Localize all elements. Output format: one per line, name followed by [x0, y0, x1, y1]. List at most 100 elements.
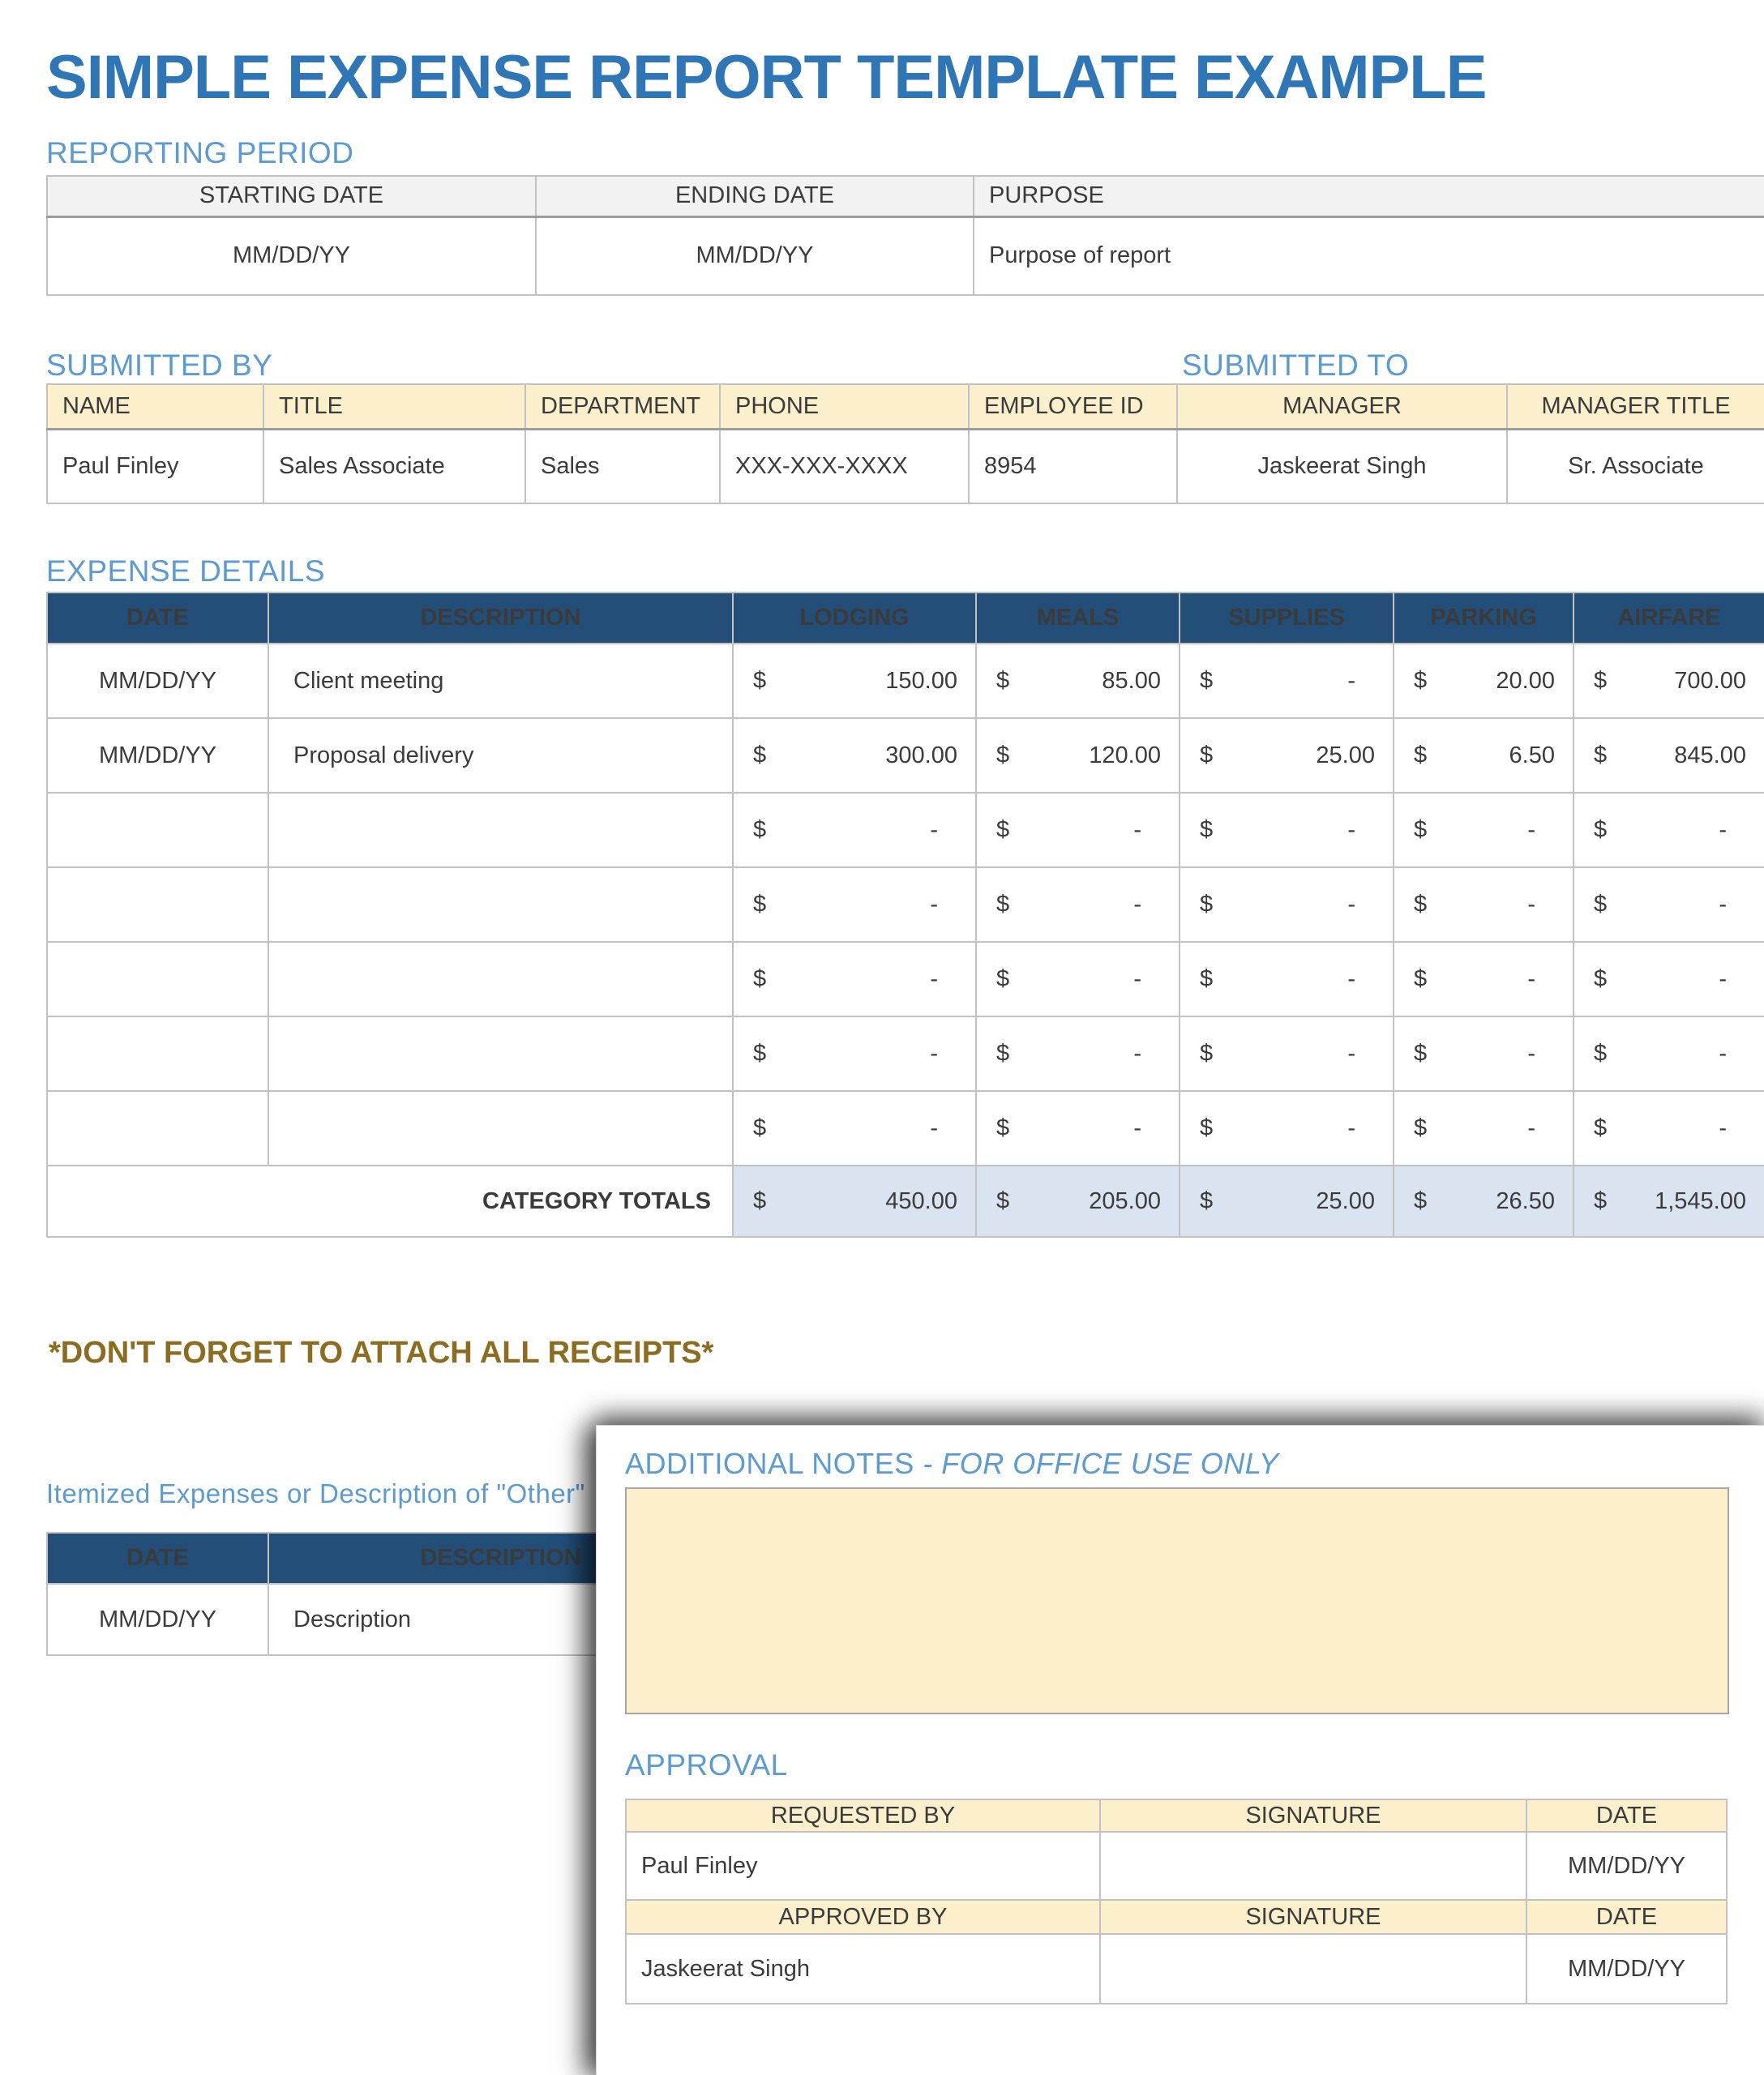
date-cell[interactable]: MM/DD/YY [46, 643, 269, 719]
supplies-cell[interactable]: $ - [1179, 643, 1394, 719]
meals-cell[interactable]: $120.00 [975, 717, 1180, 794]
title-cell[interactable]: Sales Associate [263, 428, 526, 504]
manager-title-cell[interactable]: Sr. Associate [1506, 428, 1764, 504]
submitted-table: NAME TITLE DEPARTMENT PHONE EMPLOYEE ID … [46, 383, 1764, 504]
lodging-cell[interactable]: $ - [732, 1016, 977, 1092]
parking-cell[interactable]: $ - [1393, 1016, 1574, 1092]
additional-notes-input-area[interactable] [625, 1487, 1729, 1714]
parking-total-cell: $26.50 [1393, 1165, 1574, 1238]
lodging-cell[interactable]: $150.00 [732, 643, 977, 719]
currency-symbol: $ [1200, 742, 1214, 768]
approved-signature-cell[interactable] [1099, 1933, 1527, 2004]
supplies-cell[interactable]: $ - [1179, 866, 1394, 943]
parking-cell[interactable]: $ - [1393, 1090, 1574, 1166]
airfare-cell[interactable]: $ - [1573, 866, 1764, 943]
parking-cell[interactable]: $ - [1393, 866, 1574, 943]
description-cell[interactable] [268, 866, 734, 943]
lodging-total-cell: $450.00 [732, 1165, 977, 1238]
requested-signature-cell[interactable] [1099, 1831, 1527, 1901]
meals-cell[interactable]: $ - [975, 792, 1180, 868]
requested-date-cell[interactable]: MM/DD/YY [1526, 1831, 1728, 1901]
airfare-cell[interactable]: $ - [1573, 792, 1764, 868]
lodging-cell[interactable]: $ - [732, 1090, 977, 1166]
purpose-cell[interactable]: Purpose of report [973, 216, 1764, 296]
airfare-cell[interactable]: $ - [1573, 1016, 1764, 1092]
name-cell[interactable]: Paul Finley [46, 428, 264, 504]
airfare-cell[interactable]: $845.00 [1573, 717, 1764, 794]
parking-cell[interactable]: $ - [1393, 941, 1574, 1017]
currency-symbol: $ [996, 742, 1010, 768]
supplies-cell[interactable]: $ - [1179, 1090, 1394, 1166]
expense-lodging-header: LODGING [732, 592, 977, 644]
ending-date-cell[interactable]: MM/DD/YY [535, 216, 974, 296]
meals-cell[interactable]: $ - [975, 866, 1180, 943]
manager-cell[interactable]: Jaskeerat Singh [1176, 428, 1508, 504]
currency-symbol: $ [753, 816, 767, 843]
meals-cell[interactable]: $ - [975, 941, 1180, 1017]
airfare-cell[interactable]: $ - [1573, 941, 1764, 1017]
itemized-date-cell[interactable]: MM/DD/YY [46, 1583, 269, 1656]
supplies-cell[interactable]: $ - [1179, 792, 1394, 868]
approved-date-cell[interactable]: MM/DD/YY [1526, 1933, 1728, 2004]
currency-symbol: $ [1200, 891, 1214, 918]
supplies-cell[interactable]: $ - [1179, 941, 1394, 1017]
date-cell[interactable] [46, 792, 269, 868]
currency-symbol: $ [1594, 1040, 1608, 1067]
currency-symbol: $ [753, 1187, 767, 1214]
parking-cell[interactable]: $6.50 [1393, 717, 1574, 794]
meals-cell[interactable]: $ - [975, 1090, 1180, 1166]
expense-date-header: DATE [46, 592, 269, 644]
lodging-cell[interactable]: $ - [732, 941, 977, 1017]
submitted-to-heading: SUBMITTED TO [1182, 349, 1410, 382]
date-cell[interactable] [46, 866, 269, 943]
meals-cell[interactable]: $ - [975, 1016, 1180, 1092]
description-cell[interactable] [268, 792, 734, 868]
currency-symbol: $ [1414, 1187, 1428, 1214]
expense-row: $ - $ - $ - $ - $ - [46, 1016, 1764, 1092]
currency-symbol: $ [1414, 965, 1428, 992]
name-header: NAME [46, 383, 264, 430]
description-cell[interactable] [268, 1090, 734, 1166]
employee-id-cell[interactable]: 8954 [968, 428, 1178, 504]
description-cell[interactable] [268, 941, 734, 1017]
phone-cell[interactable]: XXX-XXX-XXXX [719, 428, 970, 504]
office-use-only-label: - FOR OFFICE USE ONLY [914, 1447, 1279, 1480]
meals-cell[interactable]: $85.00 [975, 643, 1180, 719]
airfare-cell[interactable]: $700.00 [1573, 643, 1764, 719]
currency-symbol: $ [996, 891, 1010, 918]
description-cell[interactable]: Client meeting [268, 643, 734, 719]
parking-cell[interactable]: $20.00 [1393, 643, 1574, 719]
currency-symbol: $ [996, 1187, 1010, 1214]
description-cell[interactable] [268, 1016, 734, 1092]
page-title: SIMPLE EXPENSE REPORT TEMPLATE EXAMPLE [46, 43, 1487, 112]
phone-header: PHONE [719, 383, 970, 430]
date-cell[interactable] [46, 1090, 269, 1166]
manager-header: MANAGER [1176, 383, 1508, 430]
lodging-cell[interactable]: $ - [732, 866, 977, 943]
approved-by-name-cell[interactable]: Jaskeerat Singh [625, 1933, 1101, 2004]
category-totals-row: CATEGORY TOTALS $450.00 $205.00 $25.00 $… [46, 1165, 1764, 1238]
expense-description-header: DESCRIPTION [268, 592, 734, 644]
currency-symbol: $ [753, 891, 767, 918]
expense-details-table: DATE DESCRIPTION LODGING MEALS SUPPLIES … [46, 592, 1764, 1238]
description-cell[interactable]: Proposal delivery [268, 717, 734, 794]
expense-row: $ - $ - $ - $ - $ - [46, 941, 1764, 1017]
currency-symbol: $ [1200, 965, 1214, 992]
parking-cell[interactable]: $ - [1393, 792, 1574, 868]
supplies-total-cell: $25.00 [1179, 1165, 1394, 1238]
airfare-cell[interactable]: $ - [1573, 1090, 1764, 1166]
supplies-cell[interactable]: $ - [1179, 1016, 1394, 1092]
requested-by-name-cell[interactable]: Paul Finley [625, 1831, 1101, 1901]
date-cell[interactable] [46, 941, 269, 1017]
starting-date-cell[interactable]: MM/DD/YY [46, 216, 537, 296]
date-cell[interactable]: MM/DD/YY [46, 717, 269, 794]
department-cell[interactable]: Sales [524, 428, 721, 504]
currency-symbol: $ [1594, 1115, 1608, 1141]
lodging-cell[interactable]: $ - [732, 792, 977, 868]
currency-symbol: $ [1594, 1187, 1608, 1214]
date-header: DATE [1526, 1799, 1728, 1833]
supplies-cell[interactable]: $25.00 [1179, 717, 1394, 794]
date-cell[interactable] [46, 1016, 269, 1092]
currency-symbol: $ [753, 1115, 767, 1141]
lodging-cell[interactable]: $300.00 [732, 717, 977, 794]
